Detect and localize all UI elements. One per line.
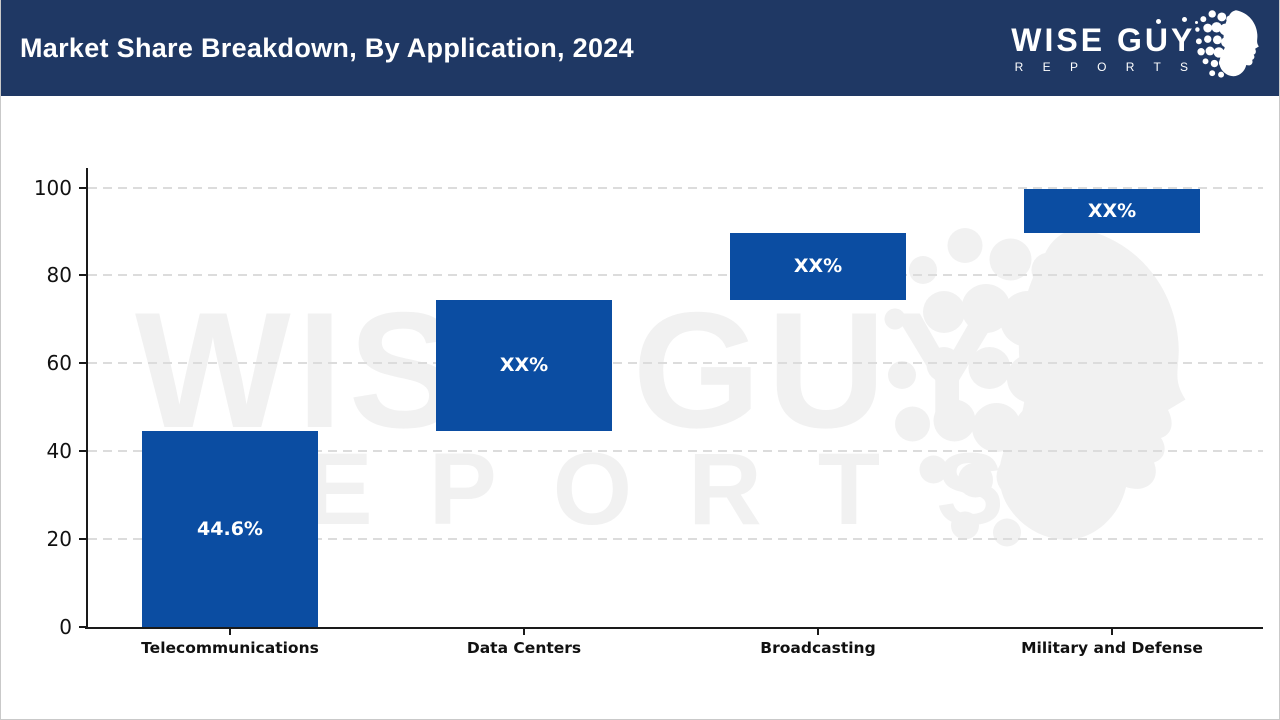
- page-title: Market Share Breakdown, By Application, …: [20, 32, 634, 63]
- y-tick-mark-100: [79, 186, 87, 189]
- x-category-label-telecommunications: Telecommunications: [141, 639, 319, 657]
- face-logo-icon: [1195, 10, 1259, 78]
- gridline-100: [88, 186, 1263, 189]
- y-tick-label-60: 60: [46, 351, 72, 376]
- y-tick-mark-0: [79, 626, 87, 628]
- y-tick-mark-40: [79, 450, 87, 453]
- y-tick-label-100: 100: [33, 175, 72, 200]
- logo-dots: [1182, 16, 1188, 22]
- x-tick-mark-3: [817, 629, 819, 635]
- logo-wordmark: WISE GUY R E P O R T S: [1011, 16, 1196, 74]
- bar-value-label: 44.6%: [197, 518, 263, 540]
- y-tick-mark-60: [79, 362, 87, 365]
- gridline-20: [88, 538, 1263, 541]
- gridline-60: [88, 362, 1263, 365]
- bar-broadcasting: XX%: [730, 233, 906, 300]
- wiseguy-logo: WISE GUY R E P O R T S: [1011, 7, 1264, 89]
- x-tick-mark-4: [1111, 629, 1113, 635]
- logo-wordmark-line2: R E P O R T S: [1014, 59, 1196, 74]
- y-tick-label-80: 80: [46, 263, 72, 288]
- bar-value-label: XX%: [499, 354, 549, 377]
- y-axis-line: [86, 168, 88, 629]
- header-banner: Market Share Breakdown, By Application, …: [0, 0, 1280, 96]
- y-tick-label-0: 0: [59, 615, 72, 639]
- x-category-label-broadcasting: Broadcasting: [760, 639, 876, 657]
- bar-telecommunications: 44.6%: [142, 431, 318, 627]
- gridline-40: [88, 450, 1263, 453]
- x-axis-line: [85, 627, 1263, 629]
- x-tick-mark-2: [523, 629, 525, 635]
- watermark-face-icon: [884, 228, 1186, 547]
- x-category-label-data-centers: Data Centers: [466, 639, 582, 657]
- y-tick-label-20: 20: [46, 527, 72, 552]
- chart-area: WISE GUY REPORTS 0 20 40 60 80 100 44.6% XX% XX…: [0, 96, 1280, 720]
- logo-wordmark-line1: WISE GUY: [1011, 16, 1195, 56]
- y-tick-label-40: 40: [46, 439, 72, 464]
- gridline-80: [88, 274, 1263, 277]
- bar-military-and-defense: XX%: [1024, 189, 1200, 234]
- y-tick-mark-80: [79, 274, 87, 277]
- bar-data-centers: XX%: [436, 299, 612, 432]
- y-tick-mark-20: [79, 538, 87, 541]
- x-category-label-military-and-defense: Military and Defense: [1021, 639, 1203, 657]
- bar-value-label: XX%: [793, 255, 843, 278]
- bar-value-label: XX%: [1087, 200, 1137, 223]
- x-tick-mark-1: [229, 629, 231, 635]
